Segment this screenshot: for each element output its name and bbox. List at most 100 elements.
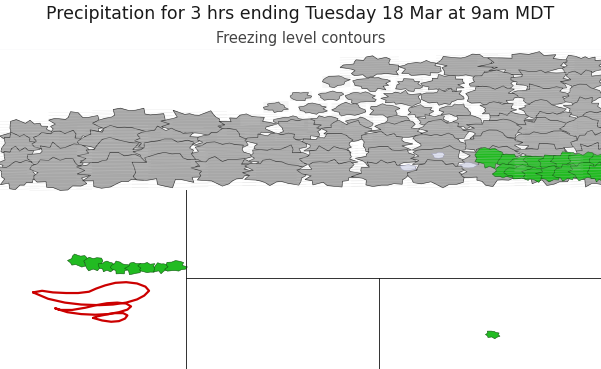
Polygon shape [332,102,366,116]
Polygon shape [486,331,500,339]
Polygon shape [504,165,535,180]
Polygon shape [527,111,577,130]
Polygon shape [512,84,572,106]
Polygon shape [275,119,322,141]
Polygon shape [461,157,526,187]
Polygon shape [76,152,148,188]
Polygon shape [587,162,601,182]
Polygon shape [290,92,312,101]
Polygon shape [432,152,444,158]
Polygon shape [466,86,522,106]
Polygon shape [308,116,341,130]
Polygon shape [0,146,37,173]
Polygon shape [570,158,601,187]
Polygon shape [245,133,307,157]
Polygon shape [436,54,498,76]
Polygon shape [477,52,575,76]
Polygon shape [191,142,252,169]
Polygon shape [297,159,364,187]
Polygon shape [345,92,376,104]
Polygon shape [263,102,288,113]
Text: Freezing level contours: Freezing level contours [216,31,385,46]
Polygon shape [463,119,523,142]
Polygon shape [249,145,309,172]
Polygon shape [345,117,373,130]
Polygon shape [321,120,373,142]
Polygon shape [299,103,328,114]
Polygon shape [395,79,423,92]
Polygon shape [352,160,417,187]
Polygon shape [133,139,206,169]
Polygon shape [153,263,171,274]
Polygon shape [514,144,581,170]
Polygon shape [538,155,568,171]
Polygon shape [240,116,260,125]
Polygon shape [84,257,103,271]
Polygon shape [323,76,350,88]
Polygon shape [194,128,249,155]
Polygon shape [459,162,478,168]
Polygon shape [489,111,534,128]
Polygon shape [78,125,148,158]
Polygon shape [519,100,566,118]
Polygon shape [475,147,507,169]
Polygon shape [469,70,520,92]
Polygon shape [560,70,601,94]
Polygon shape [412,133,468,156]
Polygon shape [480,102,517,119]
Polygon shape [523,156,552,172]
Polygon shape [511,70,571,93]
Polygon shape [385,115,413,130]
Polygon shape [27,142,92,173]
Polygon shape [407,105,434,117]
Polygon shape [191,156,256,186]
Polygon shape [453,115,483,129]
Polygon shape [67,254,88,267]
Polygon shape [135,126,203,152]
Polygon shape [551,152,585,171]
Polygon shape [568,162,601,181]
Polygon shape [0,120,59,146]
Polygon shape [302,133,353,157]
Polygon shape [516,117,573,140]
Polygon shape [318,91,344,100]
Polygon shape [571,130,601,155]
Polygon shape [77,137,151,171]
Polygon shape [161,110,227,135]
Polygon shape [93,108,172,139]
Polygon shape [400,165,416,170]
Polygon shape [508,156,539,170]
Polygon shape [49,112,113,142]
Polygon shape [563,97,601,121]
Polygon shape [32,130,85,159]
Polygon shape [571,142,601,170]
Polygon shape [398,61,441,76]
Polygon shape [515,131,577,155]
Polygon shape [418,120,469,141]
Polygon shape [439,104,471,117]
Polygon shape [497,154,521,170]
Polygon shape [217,114,277,141]
Polygon shape [562,55,601,76]
Polygon shape [132,152,208,188]
Polygon shape [560,116,601,142]
Polygon shape [110,261,131,274]
Polygon shape [465,130,525,154]
Polygon shape [421,88,464,105]
Polygon shape [417,114,449,130]
Polygon shape [242,159,306,186]
Polygon shape [370,104,400,117]
Polygon shape [552,164,582,181]
Polygon shape [578,111,601,132]
Polygon shape [353,77,391,92]
Text: Precipitation for 3 hrs ending Tuesday 18 Mar at 9am MDT: Precipitation for 3 hrs ending Tuesday 1… [46,5,555,23]
Polygon shape [299,146,358,173]
Polygon shape [514,158,583,186]
Polygon shape [421,74,465,92]
Polygon shape [355,146,416,172]
Polygon shape [566,152,597,173]
Polygon shape [535,165,563,182]
Polygon shape [492,163,519,178]
Polygon shape [381,90,421,106]
Polygon shape [340,56,398,77]
